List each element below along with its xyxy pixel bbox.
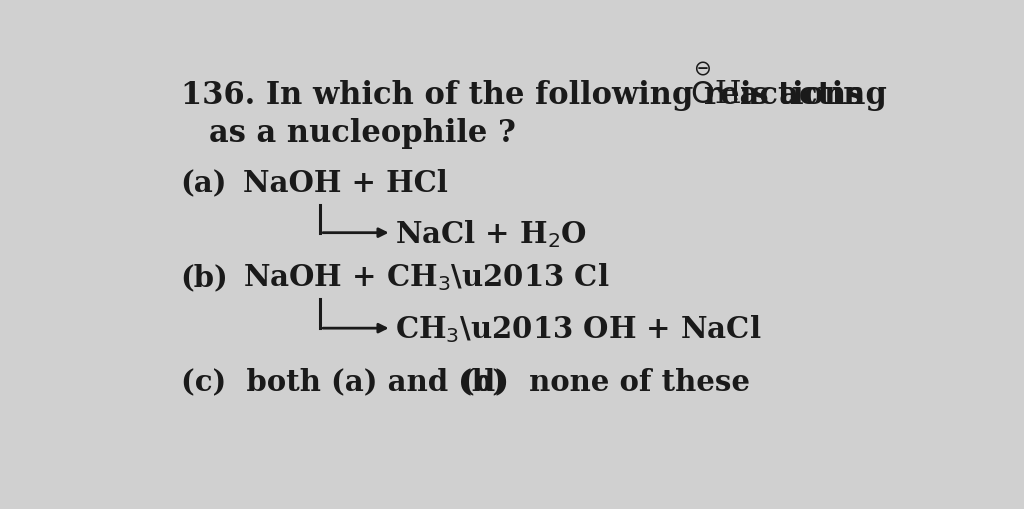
Text: (d)  none of these: (d) none of these [461,367,751,396]
Text: is acting: is acting [740,79,887,110]
Text: as a nucleophile ?: as a nucleophile ? [209,118,516,149]
Text: (b): (b) [180,263,228,292]
Text: NaCl + H$_2$O: NaCl + H$_2$O [394,217,587,249]
Text: NaOH + CH$_3$\u2013 Cl: NaOH + CH$_3$\u2013 Cl [243,261,609,292]
Text: $\overset{\ominus}{\mathrm{O}}$H: $\overset{\ominus}{\mathrm{O}}$H [690,64,740,110]
Text: CH$_3$\u2013 OH + NaCl: CH$_3$\u2013 OH + NaCl [394,313,761,345]
Text: (a): (a) [180,169,227,197]
Text: (c)  both (a) and (b): (c) both (a) and (b) [180,367,506,396]
Text: 136. In which of the following reactions: 136. In which of the following reactions [180,79,863,110]
Text: NaOH + HCl: NaOH + HCl [243,169,447,197]
